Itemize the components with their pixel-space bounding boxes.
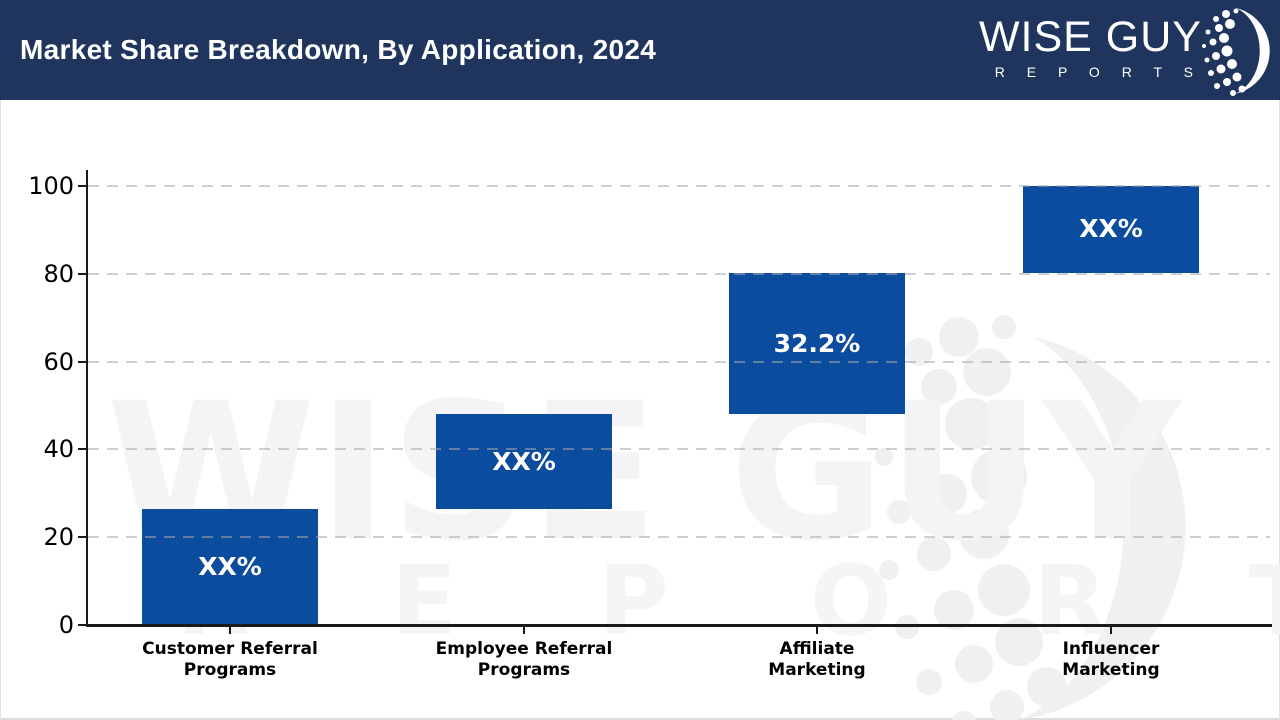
x-tick-affiliate-marketing (816, 627, 818, 634)
x-axis-line (86, 624, 1272, 627)
bar-value-label-affiliate-marketing: 32.2% (773, 328, 861, 358)
y-tick-100 (78, 185, 88, 187)
wise-guy-logo: WISE GUY R E P O R T S (979, 14, 1202, 82)
y-tick-label-80: 80 (43, 259, 74, 288)
x-tick-employee-referral-programs (523, 627, 525, 634)
y-tick-label-20: 20 (43, 523, 74, 552)
page-title: Market Share Breakdown, By Application, … (20, 34, 657, 65)
y-tick-0 (78, 624, 88, 626)
gridline-60 (88, 360, 1270, 363)
category-label-influencer-marketing: Influencer Marketing (1062, 639, 1160, 680)
y-tick-label-40: 40 (43, 435, 74, 464)
y-axis-line (86, 170, 88, 627)
y-tick-80 (78, 272, 88, 275)
gridline-100 (88, 185, 1270, 187)
y-tick-40 (78, 448, 88, 451)
y-tick-label-0: 0 (58, 611, 74, 639)
bar-affiliate-marketing (729, 272, 905, 415)
category-label-affiliate-marketing: Affiliate Marketing (768, 639, 866, 680)
gridline-20 (88, 536, 1270, 539)
y-tick-label-100: 100 (28, 172, 74, 200)
y-tick-60 (78, 360, 88, 363)
bar-customer-referral-programs (142, 509, 318, 625)
logo-face-icon (1202, 8, 1270, 96)
x-tick-customer-referral-programs (229, 627, 231, 634)
bar-value-label-customer-referral-programs: XX% (198, 552, 262, 582)
gridline-40 (88, 448, 1270, 451)
bar-value-label-employee-referral-programs: XX% (492, 446, 556, 476)
category-label-customer-referral-programs: Customer Referral Programs (142, 639, 318, 680)
bar-value-label-influencer-marketing: XX% (1079, 214, 1143, 244)
category-label-employee-referral-programs: Employee Referral Programs (435, 639, 613, 680)
logo-wordmark: WISE GUY (978, 13, 1202, 61)
logo-subtitle: R E P O R T S (994, 64, 1202, 80)
bar-employee-referral-programs (436, 414, 612, 510)
y-tick-20 (78, 536, 88, 539)
gridline-80 (88, 272, 1270, 275)
x-tick-influencer-marketing (1110, 627, 1112, 634)
y-tick-label-60: 60 (43, 347, 74, 376)
watermark-subtitle: R E P O R T S (176, 545, 1280, 657)
header-bar: Market Share Breakdown, By Application, … (0, 0, 1280, 100)
bar-influencer-marketing (1023, 186, 1199, 273)
